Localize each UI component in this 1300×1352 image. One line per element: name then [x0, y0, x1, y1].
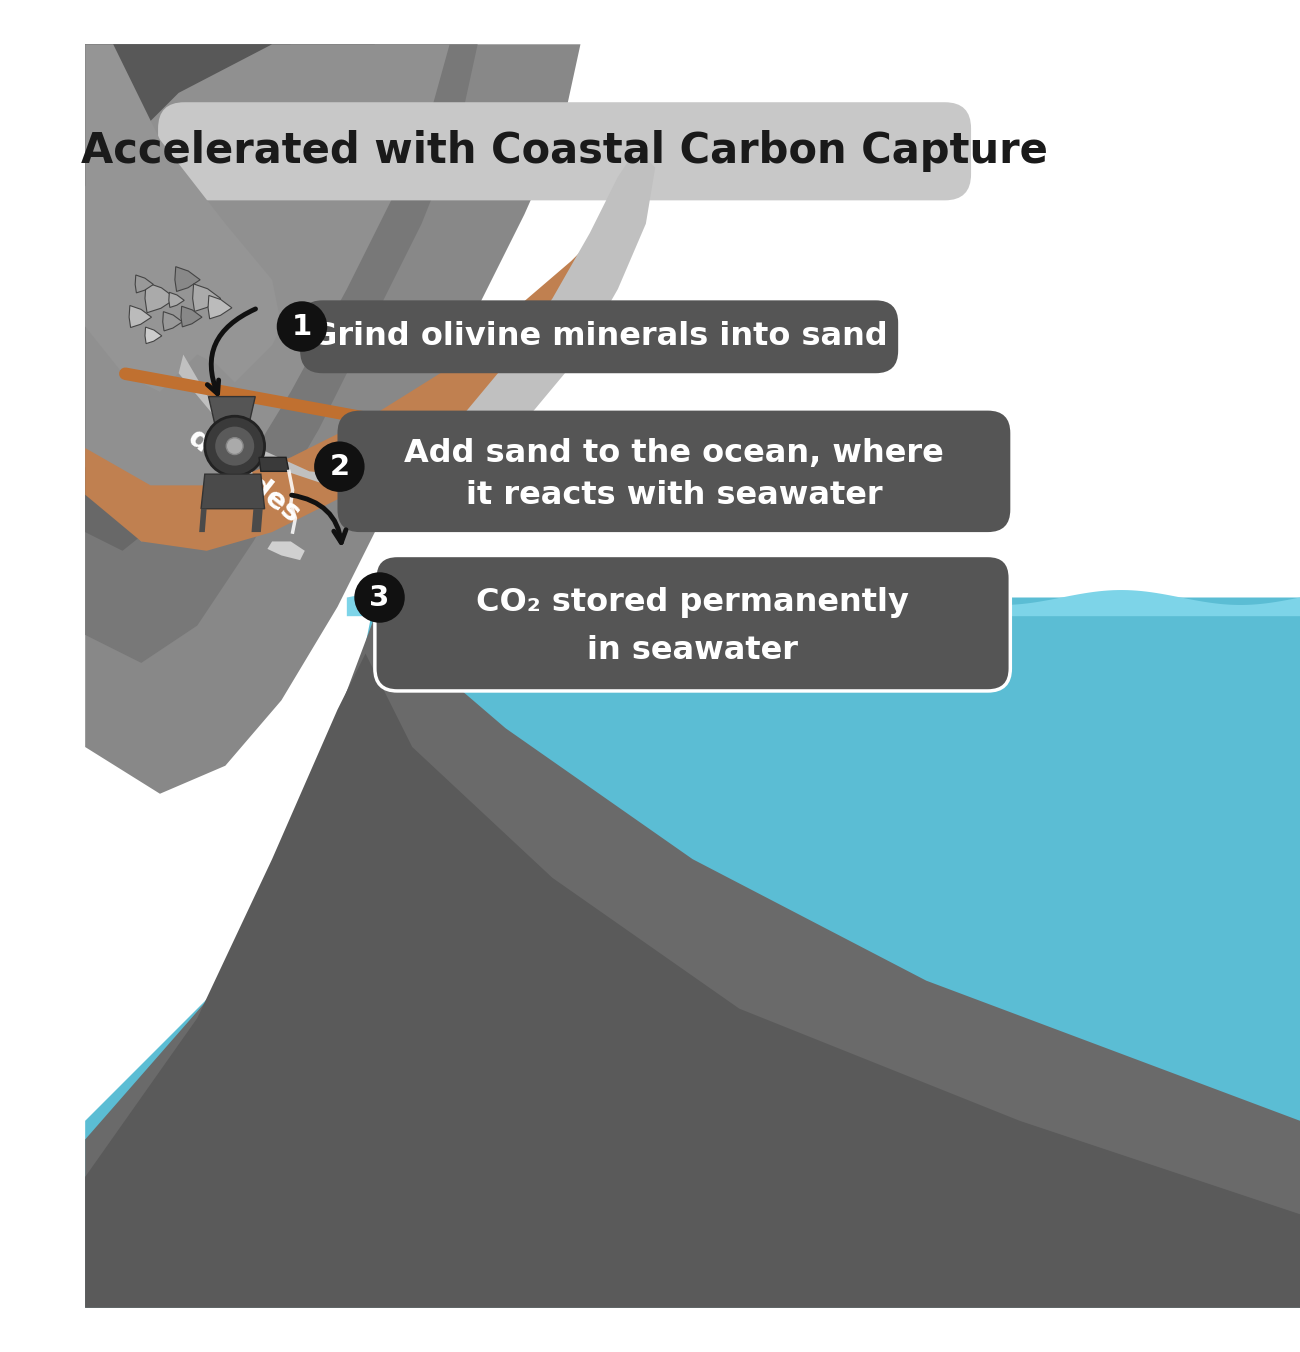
Polygon shape	[199, 508, 207, 533]
Polygon shape	[135, 274, 153, 293]
Polygon shape	[169, 292, 185, 307]
Polygon shape	[176, 266, 200, 292]
Polygon shape	[86, 45, 281, 392]
Text: 3: 3	[369, 584, 390, 611]
Polygon shape	[347, 589, 1300, 617]
Circle shape	[355, 572, 404, 623]
Text: Grind olivine minerals into sand: Grind olivine minerals into sand	[311, 322, 888, 353]
Circle shape	[277, 301, 328, 352]
Polygon shape	[178, 149, 655, 495]
Polygon shape	[146, 283, 176, 312]
Text: Add sand to the ocean, where: Add sand to the ocean, where	[404, 438, 944, 469]
Circle shape	[315, 442, 364, 492]
Polygon shape	[86, 617, 1300, 1307]
Polygon shape	[259, 457, 289, 472]
Polygon shape	[208, 396, 255, 430]
FancyBboxPatch shape	[159, 103, 971, 200]
Polygon shape	[251, 508, 263, 533]
Polygon shape	[86, 45, 581, 794]
Polygon shape	[192, 284, 221, 311]
Polygon shape	[86, 45, 374, 550]
Polygon shape	[86, 45, 450, 541]
Polygon shape	[86, 598, 1300, 1307]
Text: 2: 2	[329, 453, 350, 481]
FancyBboxPatch shape	[300, 300, 898, 373]
Text: it reacts with seawater: it reacts with seawater	[465, 480, 883, 511]
Polygon shape	[268, 541, 304, 560]
FancyBboxPatch shape	[338, 411, 1010, 533]
Circle shape	[205, 416, 265, 476]
Text: 1: 1	[292, 312, 312, 341]
Polygon shape	[86, 45, 291, 448]
FancyBboxPatch shape	[374, 556, 1010, 691]
Polygon shape	[86, 223, 627, 550]
Polygon shape	[162, 311, 182, 331]
Text: decades: decades	[182, 423, 306, 529]
Text: Accelerated with Coastal Carbon Capture: Accelerated with Coastal Carbon Capture	[81, 130, 1048, 172]
Polygon shape	[86, 653, 1300, 1307]
Polygon shape	[208, 296, 231, 319]
Polygon shape	[181, 307, 202, 327]
Polygon shape	[86, 45, 477, 662]
Polygon shape	[146, 327, 161, 343]
Circle shape	[226, 438, 243, 454]
Circle shape	[214, 426, 255, 466]
Text: in seawater: in seawater	[588, 635, 798, 665]
Text: CO₂ stored permanently: CO₂ stored permanently	[476, 587, 909, 618]
Polygon shape	[202, 475, 265, 508]
Polygon shape	[129, 306, 152, 327]
